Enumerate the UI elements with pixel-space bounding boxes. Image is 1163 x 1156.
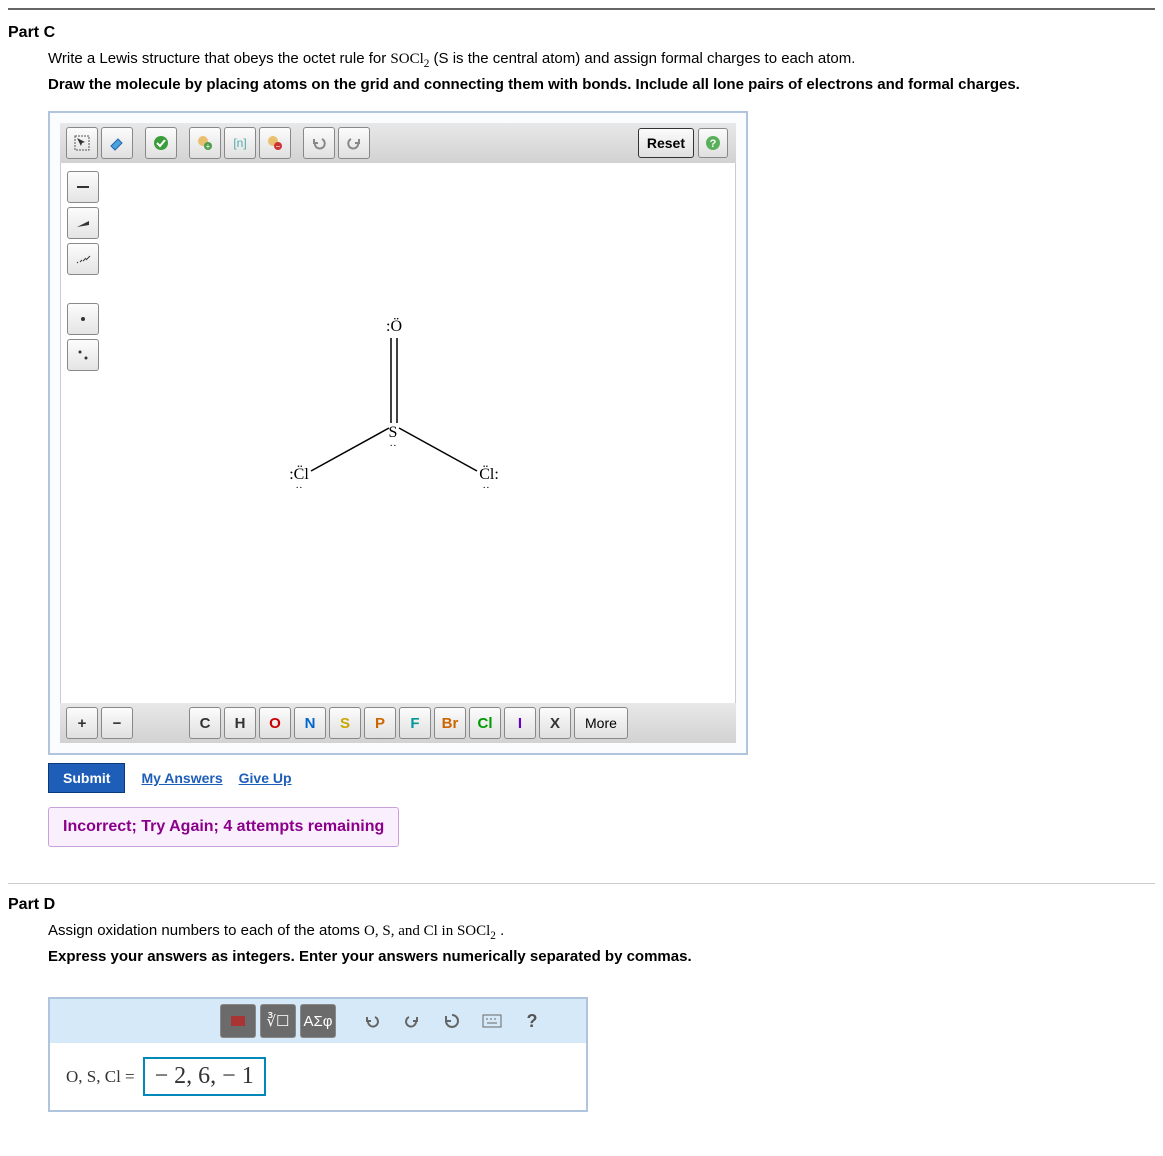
redo-tool-icon[interactable] bbox=[338, 127, 370, 159]
top-toolbar: + [n] − Reset ? bbox=[60, 123, 736, 163]
element-br-button[interactable]: Br bbox=[434, 707, 466, 739]
element-c-button[interactable]: C bbox=[189, 707, 221, 739]
more-elements-button[interactable]: More bbox=[574, 707, 628, 739]
left-tools bbox=[67, 171, 99, 371]
instruction-text-post: (S is the central atom) and assign forma… bbox=[429, 50, 855, 67]
element-h-button[interactable]: H bbox=[224, 707, 256, 739]
svg-text:··: ·· bbox=[389, 440, 396, 452]
formula-socl2: SOCl2 bbox=[390, 51, 429, 67]
answer-label: O, S, Cl = bbox=[66, 1067, 135, 1087]
reset-d-icon[interactable] bbox=[434, 1004, 470, 1038]
minus-charge-button[interactable]: − bbox=[101, 707, 133, 739]
feedback-message: Incorrect; Try Again; 4 attempts remaini… bbox=[48, 807, 399, 847]
help-button-icon[interactable]: ? bbox=[698, 128, 728, 158]
submit-button[interactable]: Submit bbox=[48, 763, 125, 793]
drawing-editor: + [n] − Reset ? bbox=[48, 111, 748, 755]
single-bond-tool-icon[interactable] bbox=[67, 171, 99, 203]
lonepair-tool-icon[interactable] bbox=[67, 339, 99, 371]
add-charge-tool-icon[interactable]: + bbox=[189, 127, 221, 159]
select-tool-icon[interactable] bbox=[66, 127, 98, 159]
partc-instruction: Write a Lewis structure that obeys the o… bbox=[48, 50, 1155, 70]
undo-tool-icon[interactable] bbox=[303, 127, 335, 159]
svg-text::C̈l: :C̈l bbox=[289, 465, 309, 483]
svg-text:C̈l:: C̈l: bbox=[479, 465, 499, 483]
svg-text:[n]: [n] bbox=[233, 136, 246, 150]
element-p-button[interactable]: P bbox=[364, 707, 396, 739]
remove-charge-tool-icon[interactable]: − bbox=[259, 127, 291, 159]
element-o-button[interactable]: O bbox=[259, 707, 291, 739]
my-answers-link[interactable]: My Answers bbox=[141, 770, 222, 786]
partd-instruction: Assign oxidation numbers to each of the … bbox=[48, 922, 1155, 942]
bottom-toolbar: + − C H O N S P F Br Cl I X More bbox=[60, 703, 736, 743]
partd-instruction-pre: Assign oxidation numbers to each of the … bbox=[48, 922, 364, 939]
redo-d-icon[interactable] bbox=[394, 1004, 430, 1038]
answer-panel: ∛☐ ΑΣφ ? O, S, Cl = − 2, 6, − 1 bbox=[48, 997, 588, 1112]
sqrt-tool-icon[interactable]: ∛☐ bbox=[260, 1004, 296, 1038]
partc-instruction-bold: Draw the molecule by placing atoms on th… bbox=[48, 76, 1155, 93]
bracket-tool-icon[interactable]: [n] bbox=[224, 127, 256, 159]
element-s-button[interactable]: S bbox=[329, 707, 361, 739]
greek-tool-icon[interactable]: ΑΣφ bbox=[300, 1004, 336, 1038]
svg-text:−: − bbox=[276, 142, 281, 151]
element-n-button[interactable]: N bbox=[294, 707, 326, 739]
svg-text:+: + bbox=[206, 142, 211, 151]
partd-instruction-bold: Express your answers as integers. Enter … bbox=[48, 948, 1155, 965]
svg-text:··: ·· bbox=[295, 482, 302, 494]
partd-header: Part D bbox=[8, 896, 1155, 914]
svg-text:?: ? bbox=[710, 138, 717, 150]
molecule-drawing[interactable]: :Ö S ·· :C̈l ·· C̈l: ·· bbox=[241, 303, 541, 533]
answer-input[interactable]: − 2, 6, − 1 bbox=[143, 1057, 266, 1096]
drawing-canvas[interactable]: :Ö S ·· :C̈l ·· C̈l: ·· bbox=[60, 163, 736, 703]
partd-atoms: O, S, and Cl in SOCl2 bbox=[364, 923, 496, 939]
svg-text::Ö: :Ö bbox=[386, 317, 402, 335]
element-i-button[interactable]: I bbox=[504, 707, 536, 739]
svg-text:··: ·· bbox=[482, 482, 489, 494]
rect-tool-icon[interactable] bbox=[220, 1004, 256, 1038]
element-f-button[interactable]: F bbox=[399, 707, 431, 739]
keyboard-icon[interactable] bbox=[474, 1004, 510, 1038]
wedge-bond-tool-icon[interactable] bbox=[67, 207, 99, 239]
give-up-link[interactable]: Give Up bbox=[239, 770, 292, 786]
hash-bond-tool-icon[interactable] bbox=[67, 243, 99, 275]
undo-d-icon[interactable] bbox=[354, 1004, 390, 1038]
plus-charge-button[interactable]: + bbox=[66, 707, 98, 739]
reset-button[interactable]: Reset bbox=[638, 128, 694, 158]
check-tool-icon[interactable] bbox=[145, 127, 177, 159]
eraser-tool-icon[interactable] bbox=[101, 127, 133, 159]
svg-text:S: S bbox=[389, 424, 398, 441]
instruction-text-pre: Write a Lewis structure that obeys the o… bbox=[48, 50, 390, 67]
radical-tool-icon[interactable] bbox=[67, 303, 99, 335]
partd-toolbar: ∛☐ ΑΣφ ? bbox=[50, 999, 586, 1043]
help-d-icon[interactable]: ? bbox=[514, 1004, 550, 1038]
element-x-button[interactable]: X bbox=[539, 707, 571, 739]
partd-instruction-post: . bbox=[496, 922, 504, 939]
partc-header: Part C bbox=[8, 24, 1155, 42]
element-cl-button[interactable]: Cl bbox=[469, 707, 501, 739]
